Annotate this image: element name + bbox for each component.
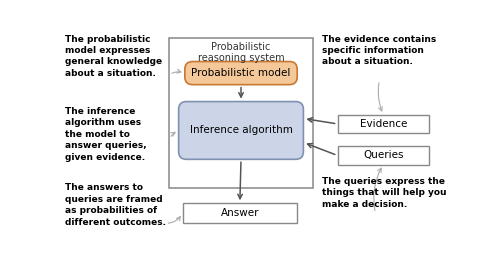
- Text: Answer: Answer: [221, 208, 259, 218]
- Text: The evidence contains
specific information
about a situation.: The evidence contains specific informati…: [322, 35, 436, 66]
- Text: The inference
algorithm uses
the model to
answer queries,
given evidence.: The inference algorithm uses the model t…: [65, 107, 146, 162]
- Text: Queries: Queries: [363, 150, 404, 161]
- Bar: [183, 203, 297, 223]
- Text: The answers to
queries are framed
as probabilities of
different outcomes.: The answers to queries are framed as pro…: [65, 183, 166, 226]
- Bar: [169, 38, 313, 188]
- Bar: [337, 115, 429, 133]
- Text: Probabilistic
reasoning system: Probabilistic reasoning system: [198, 41, 284, 63]
- Text: Probabilistic model: Probabilistic model: [191, 68, 291, 78]
- Text: Inference algorithm: Inference algorithm: [190, 125, 292, 136]
- Text: The queries express the
things that will help you
make a decision.: The queries express the things that will…: [322, 177, 447, 209]
- FancyBboxPatch shape: [179, 102, 303, 159]
- Text: The probabilistic
model expresses
general knowledge
about a situation.: The probabilistic model expresses genera…: [65, 35, 162, 78]
- Text: Evidence: Evidence: [360, 119, 407, 129]
- Bar: [337, 146, 429, 165]
- FancyBboxPatch shape: [185, 62, 297, 85]
